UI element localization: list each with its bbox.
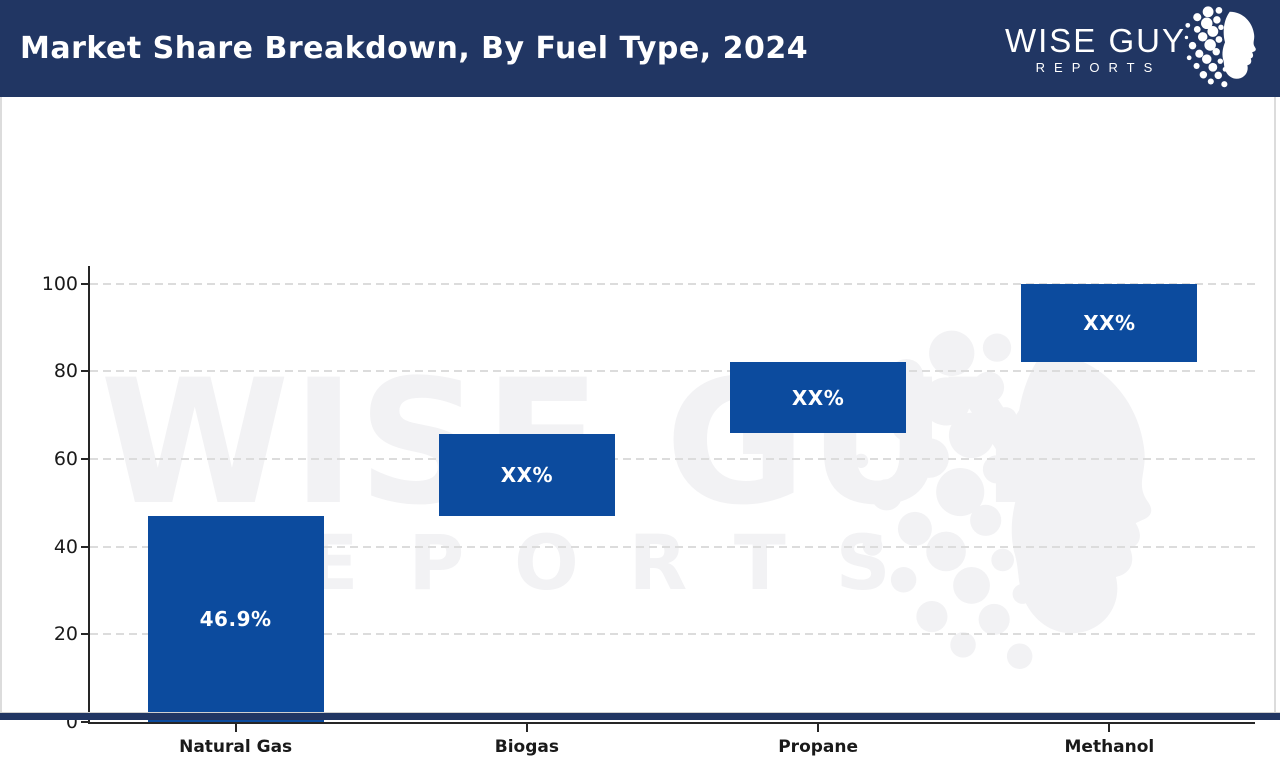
y-tick-mark <box>81 633 88 636</box>
y-tick-mark <box>81 370 88 373</box>
bar-natural-gas: 46.9% <box>147 516 324 722</box>
y-axis-line <box>88 266 90 724</box>
bar-value-label: XX% <box>791 385 845 410</box>
x-tick-mark <box>234 724 237 732</box>
x-axis-line <box>88 722 1255 724</box>
y-tick-label: 80 <box>53 360 78 383</box>
x-tick-mark <box>817 724 820 732</box>
bar-biogas: XX% <box>438 433 615 517</box>
wiseguy-head-icon <box>1184 5 1256 87</box>
bar-value-label: XX% <box>500 462 554 487</box>
footer-band <box>0 713 1280 720</box>
bar-value-label: 46.9% <box>199 607 272 632</box>
header-band: Market Share Breakdown, By Fuel Type, 20… <box>0 0 1280 97</box>
y-tick-label: 100 <box>41 272 78 295</box>
category-label-biogas: Biogas <box>494 737 559 757</box>
y-tick-mark <box>81 282 88 285</box>
x-tick-mark <box>525 724 528 732</box>
gridline-y40 <box>90 545 1255 548</box>
chart-title: Market Share Breakdown, By Fuel Type, 20… <box>20 31 809 66</box>
y-tick-label: 40 <box>53 535 78 558</box>
brand-logo: WISE GUY REPORTS <box>1005 5 1280 93</box>
y-tick-mark <box>81 545 88 548</box>
chart-card: WISE GUY REPORTS 0 20 40 60 80 100 46.9% Natura… <box>0 97 1276 757</box>
gridline-y20 <box>90 633 1255 636</box>
gridline-y80 <box>90 370 1255 373</box>
y-tick-label: 20 <box>53 623 78 646</box>
y-tick-mark <box>81 721 88 723</box>
plot-area: 0 20 40 60 80 100 46.9% Natural Gas XX% Biogas XX%… <box>42 266 1255 757</box>
y-tick-label: 60 <box>53 447 78 470</box>
bar-value-label: XX% <box>1083 310 1136 335</box>
category-label-natural-gas: Natural Gas <box>179 737 293 757</box>
x-tick-mark <box>1108 724 1111 732</box>
bar-propane: XX% <box>730 361 907 434</box>
category-label-methanol: Methanol <box>1064 737 1155 757</box>
gridline-y100 <box>90 282 1255 285</box>
y-tick-mark <box>81 457 88 460</box>
bar-methanol: XX% <box>1021 283 1198 362</box>
gridline-y60 <box>90 457 1255 460</box>
footer-divider <box>0 712 1280 713</box>
brand-subname: REPORTS <box>1035 59 1162 75</box>
category-label-propane: Propane <box>778 737 859 757</box>
brand-name: WISE GUY <box>1004 21 1186 59</box>
